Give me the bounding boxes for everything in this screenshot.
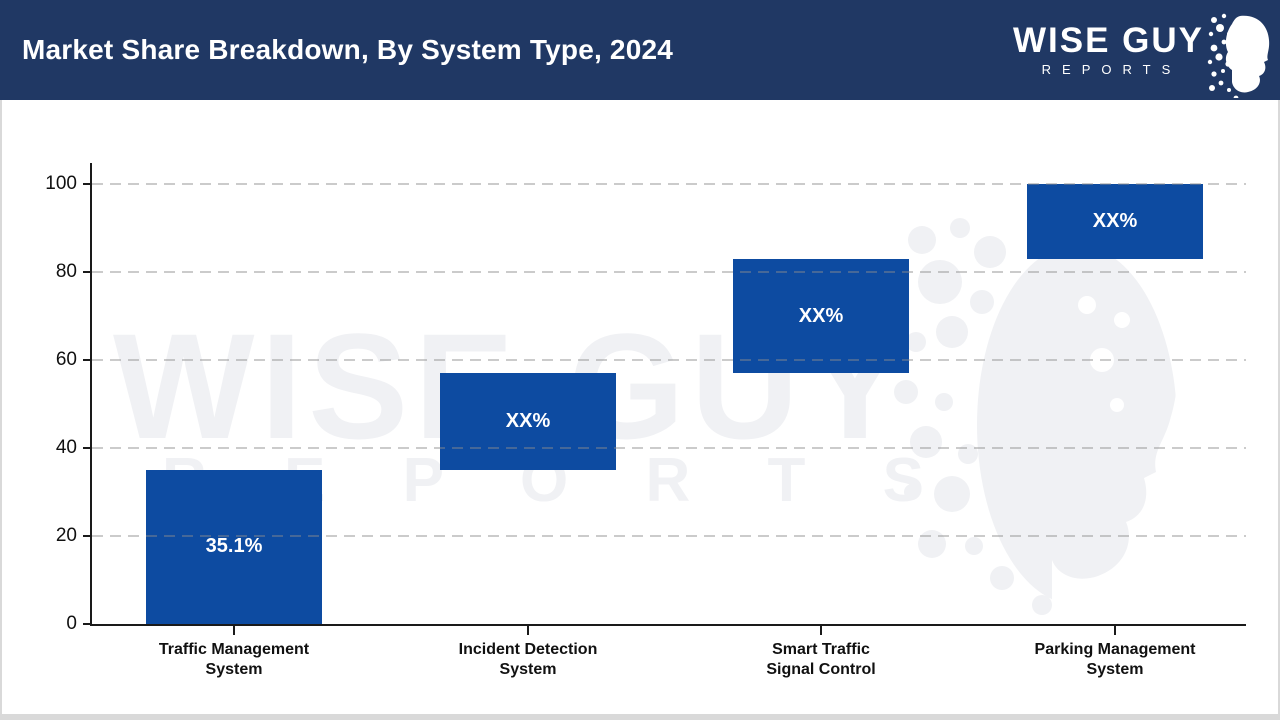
category-label: Smart Traffic Signal Control (681, 640, 961, 680)
bar-segment: XX% (733, 258, 909, 374)
y-axis-tick (83, 183, 92, 185)
gridline (92, 183, 1246, 185)
category-label: Traffic Management System (94, 640, 374, 680)
category-label-line: Traffic Management (158, 641, 310, 658)
category-label-line: System (1086, 661, 1144, 678)
y-axis-tick-label: 20 (55, 525, 77, 546)
header-bar: Market Share Breakdown, By System Type, … (0, 0, 1280, 100)
category-label: Incident Detection System (388, 640, 668, 680)
bar-value-label: XX% (1092, 209, 1138, 232)
logo-wordmark: WISE GUY (1012, 21, 1204, 60)
x-axis-tick (233, 626, 235, 635)
category-label-line: Parking Management (1034, 641, 1196, 658)
y-axis-tick (83, 359, 92, 361)
y-axis-tick-label: 80 (55, 261, 77, 282)
logo-subtitle: REPORTS (1041, 62, 1182, 77)
bar-segment: XX% (1027, 184, 1203, 259)
category-label: Parking Management System (975, 640, 1255, 680)
y-axis-tick-label: 40 (55, 437, 77, 458)
chart-title: Market Share Breakdown, By System Type, … (22, 34, 674, 65)
gridline (92, 535, 1246, 537)
bar-value-label: XX% (505, 409, 551, 432)
bar-segment: 35.1% (146, 469, 322, 624)
category-label-line: Signal Control (766, 661, 876, 678)
bar-value-label: XX% (798, 304, 844, 327)
logo-text: WISE GUY REPORTS (1013, 22, 1204, 78)
category-label-line: Smart Traffic (772, 641, 870, 658)
y-axis-tick (83, 535, 92, 537)
gridline (92, 359, 1246, 361)
x-axis-tick (527, 626, 529, 635)
y-axis-tick-label: 100 (45, 173, 77, 194)
y-axis-tick-label: 60 (55, 349, 77, 370)
chart-region: WISE GUY R E P O R T S 0 20 40 60 80 100 3 (2, 100, 1278, 714)
logo-face-icon (1207, 13, 1270, 98)
category-label-line: System (205, 661, 263, 678)
category-label-line: System (499, 661, 557, 678)
footer-strip (0, 714, 1280, 720)
bar-value-label: 35.1% (205, 535, 263, 558)
y-axis-tick (83, 271, 92, 273)
plot-area: 0 20 40 60 80 100 35.1% Traffic Management Syste… (45, 163, 1246, 678)
y-axis-tick (83, 623, 92, 625)
bar-segment: XX% (440, 373, 616, 470)
gridline (92, 271, 1246, 273)
gridline (92, 447, 1246, 449)
wise-guy-reports-logo: WISE GUY REPORTS (1013, 6, 1272, 98)
y-axis-tick-label: 0 (66, 613, 77, 634)
x-axis-tick (820, 626, 822, 635)
x-axis-tick (1114, 626, 1116, 635)
category-label-line: Incident Detection (458, 641, 598, 658)
watermark-face-icon (892, 218, 1182, 630)
y-axis-tick (83, 447, 92, 449)
